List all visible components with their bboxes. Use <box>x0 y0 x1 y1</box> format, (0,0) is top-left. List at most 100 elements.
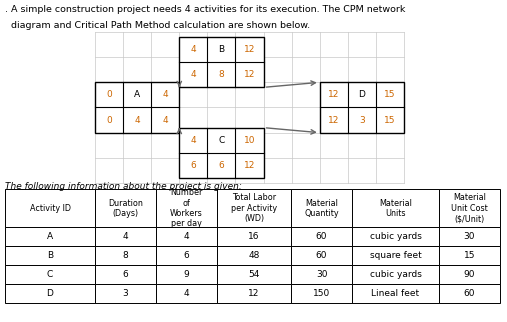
Text: 60: 60 <box>316 251 328 260</box>
Text: C: C <box>219 136 225 145</box>
Bar <box>5 227 95 246</box>
Text: diagram and Critical Path Method calculation are shown below.: diagram and Critical Path Method calcula… <box>5 21 310 30</box>
Bar <box>291 189 352 227</box>
Text: cubic yards: cubic yards <box>370 232 421 241</box>
Text: Material
Unit Cost
($/Unit): Material Unit Cost ($/Unit) <box>451 193 488 223</box>
Text: 12: 12 <box>328 116 340 125</box>
Text: 16: 16 <box>248 232 260 241</box>
Text: 54: 54 <box>248 270 260 279</box>
Bar <box>352 246 439 265</box>
Bar <box>352 265 439 284</box>
Bar <box>439 265 500 284</box>
Bar <box>291 265 352 284</box>
Bar <box>179 37 264 87</box>
Bar <box>5 189 95 227</box>
Bar <box>439 284 500 303</box>
Text: 4: 4 <box>191 136 196 145</box>
Text: A: A <box>47 232 53 241</box>
Bar <box>95 227 156 246</box>
Text: 30: 30 <box>316 270 328 279</box>
Bar <box>95 246 156 265</box>
Bar <box>352 284 439 303</box>
Bar <box>179 128 264 178</box>
Text: 8: 8 <box>123 251 128 260</box>
Text: . A simple construction project needs 4 activities for its execution. The CPM ne: . A simple construction project needs 4 … <box>5 5 406 14</box>
Text: 4: 4 <box>134 116 140 125</box>
Bar <box>95 189 156 227</box>
Text: 4: 4 <box>162 116 168 125</box>
Text: D: D <box>358 90 366 99</box>
Text: 4: 4 <box>162 90 168 99</box>
Bar <box>217 189 291 227</box>
Text: B: B <box>47 251 53 260</box>
Bar <box>320 82 404 133</box>
Text: 4: 4 <box>184 232 190 241</box>
Text: 60: 60 <box>464 289 475 298</box>
Text: 6: 6 <box>191 161 196 170</box>
Text: Lineal feet: Lineal feet <box>372 289 420 298</box>
Text: 6: 6 <box>219 161 224 170</box>
Text: square feet: square feet <box>370 251 421 260</box>
Text: The following information about the project is given:: The following information about the proj… <box>5 182 242 191</box>
Bar <box>156 265 217 284</box>
Bar <box>179 128 264 178</box>
Text: A: A <box>134 90 140 99</box>
Text: 15: 15 <box>384 116 395 125</box>
Text: 4: 4 <box>123 232 128 241</box>
Bar <box>156 284 217 303</box>
Text: 6: 6 <box>123 270 128 279</box>
Bar <box>217 227 291 246</box>
Bar <box>5 246 95 265</box>
Text: 150: 150 <box>313 289 330 298</box>
Text: 9: 9 <box>184 270 190 279</box>
Text: 0: 0 <box>106 90 112 99</box>
Bar <box>291 246 352 265</box>
Bar <box>352 227 439 246</box>
Bar <box>439 246 500 265</box>
Text: B: B <box>219 45 225 54</box>
Bar <box>217 265 291 284</box>
Bar <box>291 284 352 303</box>
Text: 0: 0 <box>106 116 112 125</box>
Text: 48: 48 <box>248 251 260 260</box>
Bar <box>320 82 404 133</box>
Text: 15: 15 <box>384 90 395 99</box>
Text: 8: 8 <box>219 70 224 79</box>
Text: 3: 3 <box>123 289 128 298</box>
Text: 15: 15 <box>464 251 475 260</box>
Text: 4: 4 <box>191 45 196 54</box>
Bar <box>95 265 156 284</box>
Text: 12: 12 <box>244 45 255 54</box>
Bar <box>95 284 156 303</box>
Bar <box>352 189 439 227</box>
Bar <box>217 246 291 265</box>
Text: Number
of
Workers
per day: Number of Workers per day <box>170 188 203 228</box>
Bar <box>5 284 95 303</box>
Text: Duration
(Days): Duration (Days) <box>108 199 143 218</box>
Text: cubic yards: cubic yards <box>370 270 421 279</box>
Bar <box>5 265 95 284</box>
Bar <box>156 246 217 265</box>
Bar <box>179 37 264 87</box>
Bar <box>439 227 500 246</box>
Text: D: D <box>47 289 53 298</box>
Text: 3: 3 <box>359 116 365 125</box>
Bar <box>95 82 179 133</box>
Text: Total Labor
per Activity
(WD): Total Labor per Activity (WD) <box>231 193 277 223</box>
Text: 4: 4 <box>184 289 190 298</box>
Text: 12: 12 <box>248 289 260 298</box>
Text: C: C <box>47 270 53 279</box>
Text: 4: 4 <box>191 70 196 79</box>
Text: Material
Quantity: Material Quantity <box>304 199 339 218</box>
Text: 90: 90 <box>464 270 475 279</box>
Bar <box>156 227 217 246</box>
Text: 12: 12 <box>328 90 340 99</box>
Bar <box>95 82 179 133</box>
Text: 30: 30 <box>464 232 475 241</box>
Bar <box>156 189 217 227</box>
Text: 10: 10 <box>244 136 255 145</box>
Bar <box>291 227 352 246</box>
Text: Material
Units: Material Units <box>379 199 412 218</box>
Bar <box>439 189 500 227</box>
Text: 12: 12 <box>244 70 255 79</box>
